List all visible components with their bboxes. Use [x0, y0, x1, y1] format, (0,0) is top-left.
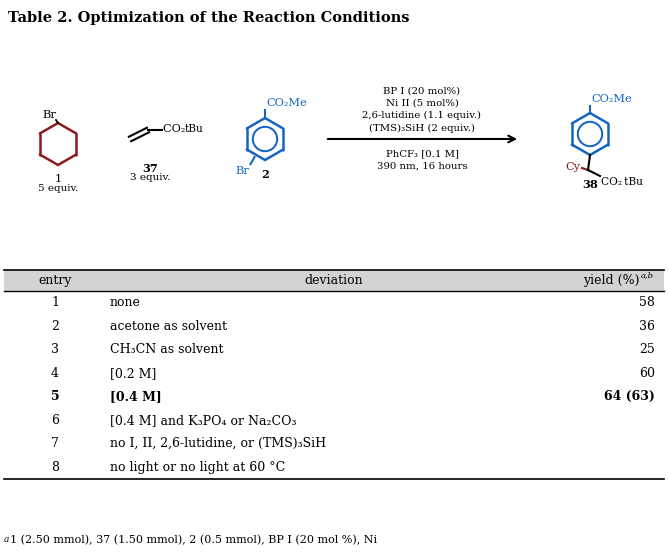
- Text: Ni II (5 mol%): Ni II (5 mol%): [385, 99, 458, 108]
- Bar: [4, 270, 664, 291]
- Text: CH₃CN as solvent: CH₃CN as solvent: [110, 343, 224, 356]
- Text: 2,6-lutidine (1.1 equiv.): 2,6-lutidine (1.1 equiv.): [363, 111, 482, 121]
- Text: Br: Br: [236, 166, 250, 176]
- Text: 5: 5: [51, 390, 59, 403]
- Text: 37: 37: [142, 163, 158, 174]
- Text: Cy: Cy: [565, 162, 580, 172]
- Text: [0.4 M] and K₃PO₄ or Na₂CO₃: [0.4 M] and K₃PO₄ or Na₂CO₃: [110, 414, 297, 427]
- Text: entry: entry: [38, 274, 71, 287]
- Text: PhCF₃ [0.1 M]: PhCF₃ [0.1 M]: [385, 149, 458, 158]
- Text: 64 (63): 64 (63): [604, 390, 655, 403]
- Text: Table 2. Optimization of the Reaction Conditions: Table 2. Optimization of the Reaction Co…: [8, 11, 409, 25]
- Text: yield (%): yield (%): [584, 274, 640, 287]
- Text: 5 equiv.: 5 equiv.: [38, 184, 78, 193]
- Text: 60: 60: [639, 367, 655, 379]
- Text: CO₂ tBu: CO₂ tBu: [601, 177, 643, 187]
- Text: deviation: deviation: [305, 274, 363, 287]
- Text: (TMS)₃SiH (2 equiv.): (TMS)₃SiH (2 equiv.): [369, 124, 475, 133]
- Text: CO₂Me: CO₂Me: [266, 98, 307, 108]
- Text: 7: 7: [51, 437, 59, 450]
- Text: 390 nm, 16 hours: 390 nm, 16 hours: [377, 162, 468, 171]
- Text: CO₂Me: CO₂Me: [591, 94, 632, 104]
- Text: [0.4 M]: [0.4 M]: [110, 390, 162, 403]
- Text: none: none: [110, 296, 141, 309]
- Text: 4: 4: [51, 367, 59, 379]
- Text: tBu: tBu: [185, 124, 204, 134]
- Text: 6: 6: [51, 414, 59, 427]
- Text: 3 equiv.: 3 equiv.: [130, 173, 170, 182]
- Text: BP I (20 mol%): BP I (20 mol%): [383, 86, 460, 95]
- Text: Br: Br: [42, 110, 56, 120]
- Text: 1: 1: [51, 296, 59, 309]
- Text: 36: 36: [639, 320, 655, 333]
- Text: no I, II, 2,6-lutidine, or (TMS)₃SiH: no I, II, 2,6-lutidine, or (TMS)₃SiH: [110, 437, 326, 450]
- Text: 58: 58: [639, 296, 655, 309]
- Text: 25: 25: [639, 343, 655, 356]
- Text: a,b: a,b: [641, 271, 654, 280]
- Text: 8: 8: [51, 461, 59, 474]
- Text: 38: 38: [582, 179, 598, 190]
- Text: 1: 1: [54, 174, 61, 184]
- Text: 2: 2: [51, 320, 59, 333]
- Text: [0.2 M]: [0.2 M]: [110, 367, 156, 379]
- Text: no light or no light at 60 °C: no light or no light at 60 °C: [110, 461, 285, 474]
- Text: 1 (2.50 mmol), 37 (1.50 mmol), 2 (0.5 mmol), BP I (20 mol %), Ni: 1 (2.50 mmol), 37 (1.50 mmol), 2 (0.5 mm…: [10, 535, 377, 545]
- Text: CO₂: CO₂: [163, 124, 188, 134]
- Text: acetone as solvent: acetone as solvent: [110, 320, 227, 333]
- Text: a: a: [4, 536, 9, 545]
- Text: 2: 2: [261, 169, 269, 180]
- Text: 3: 3: [51, 343, 59, 356]
